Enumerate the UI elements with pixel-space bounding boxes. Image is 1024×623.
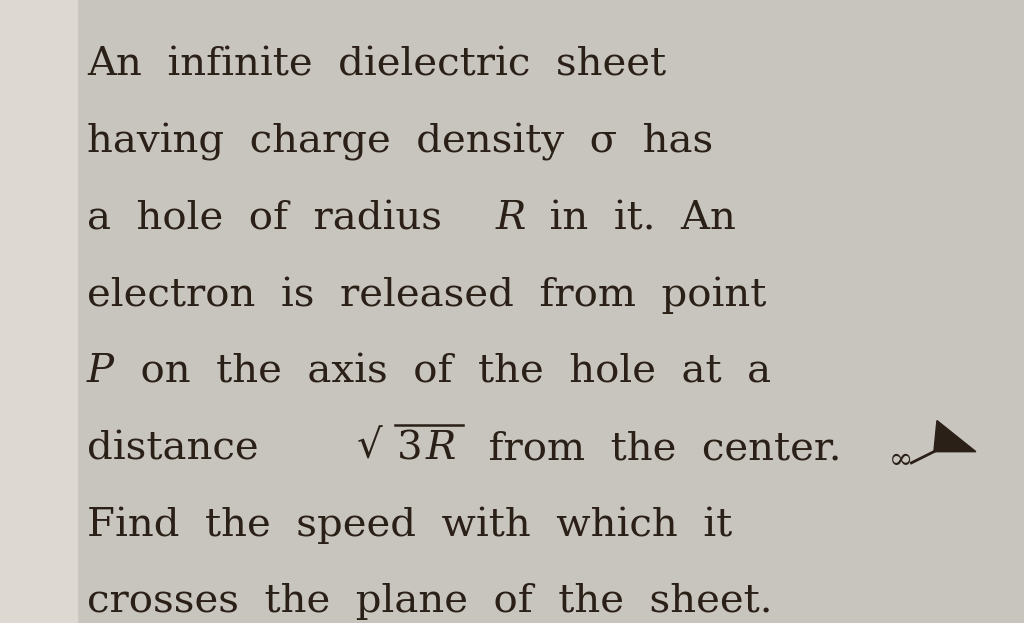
Text: √: √ <box>356 430 382 467</box>
Text: in  it.  An: in it. An <box>524 200 736 237</box>
Text: crosses  the  plane  of  the  sheet.: crosses the plane of the sheet. <box>87 583 772 621</box>
Text: P: P <box>87 353 114 391</box>
Bar <box>0 0 77 623</box>
Text: ∞: ∞ <box>889 446 913 473</box>
Text: R: R <box>426 430 457 467</box>
Text: 3: 3 <box>397 430 423 467</box>
Text: distance: distance <box>87 430 285 467</box>
Text: on  the  axis  of  the  hole  at  a: on the axis of the hole at a <box>115 353 771 391</box>
Text: from  the  center.: from the center. <box>463 430 842 467</box>
Polygon shape <box>934 421 976 452</box>
Text: Find  the  speed  with  which  it: Find the speed with which it <box>87 506 732 544</box>
Text: having  charge  density  σ  has: having charge density σ has <box>87 123 714 161</box>
Text: An  infinite  dielectric  sheet: An infinite dielectric sheet <box>87 47 667 84</box>
Text: electron  is  released  from  point: electron is released from point <box>87 277 766 314</box>
Text: a  hole  of  radius: a hole of radius <box>87 200 468 237</box>
Text: R: R <box>496 200 526 237</box>
